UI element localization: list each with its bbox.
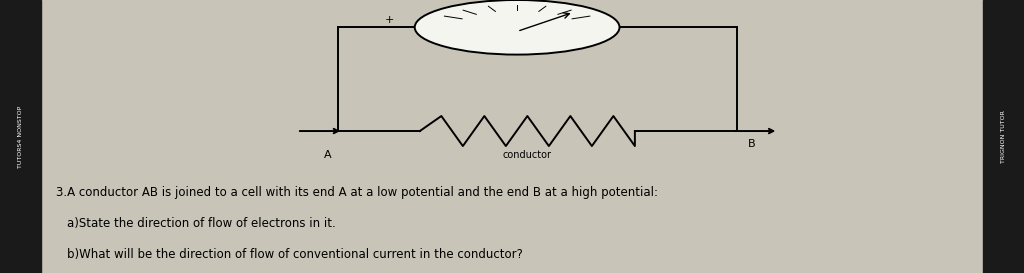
- Bar: [983, 0, 1024, 273]
- Text: +: +: [384, 16, 394, 25]
- Text: conductor: conductor: [503, 150, 552, 160]
- Text: a)State the direction of flow of electrons in it.: a)State the direction of flow of electro…: [67, 217, 335, 230]
- Text: 3.A conductor AB is joined to a cell with its end A at a low potential and the e: 3.A conductor AB is joined to a cell wit…: [56, 186, 658, 199]
- Text: TRIGNON TUTOR: TRIGNON TUTOR: [1001, 110, 1006, 163]
- Text: A: A: [324, 150, 332, 160]
- Text: TUTORS4 NONSTOP: TUTORS4 NONSTOP: [18, 105, 23, 168]
- Circle shape: [415, 0, 620, 55]
- Bar: [0, 0, 41, 273]
- Text: b)What will be the direction of flow of conventional current in the conductor?: b)What will be the direction of flow of …: [67, 248, 522, 262]
- Text: B: B: [748, 139, 755, 149]
